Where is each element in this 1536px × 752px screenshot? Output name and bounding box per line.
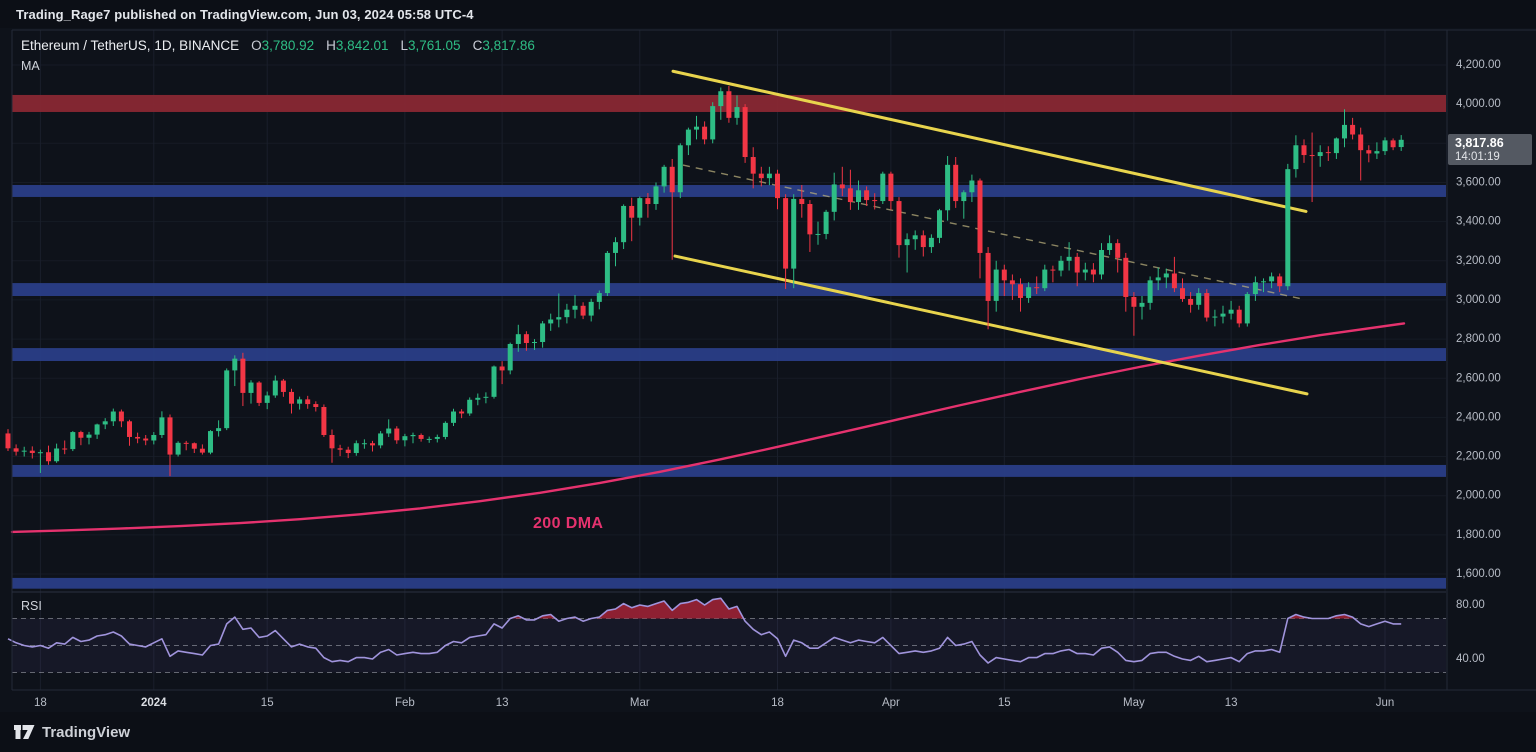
- svg-text:80.00: 80.00: [1456, 599, 1485, 611]
- svg-text:13: 13: [1225, 697, 1238, 709]
- rsi-pane: [7, 597, 1446, 673]
- price-chart-canvas[interactable]: 1,600.00 1,800.00 2,000.00 2,200.00 2,400.00…: [0, 28, 1536, 712]
- ma-indicator-label[interactable]: MA: [21, 59, 40, 73]
- svg-text:Apr: Apr: [882, 697, 900, 709]
- svg-text:3,200.00: 3,200.00: [1456, 255, 1501, 267]
- rsi-line: [7, 597, 1402, 664]
- attribution-text: Trading_Rage7 published on TradingView.c…: [16, 6, 474, 22]
- current-price-value: 3,817.86: [1455, 136, 1504, 150]
- svg-text:4,200.00: 4,200.00: [1456, 59, 1501, 71]
- symbol-legend[interactable]: Ethereum / TetherUS, 1D, BINANCE O3,780.…: [21, 38, 535, 53]
- svg-text:2024: 2024: [141, 697, 167, 709]
- footer-brand-text[interactable]: TradingView: [42, 723, 131, 741]
- svg-text:18: 18: [771, 697, 784, 709]
- svg-text:2,200.00: 2,200.00: [1456, 451, 1501, 463]
- tradingview-logo-icon[interactable]: [14, 723, 35, 741]
- price-axis[interactable]: 1,600.00 1,800.00 2,000.00 2,200.00 2,400.00…: [1456, 59, 1501, 665]
- support-zone: [12, 464, 1446, 477]
- svg-text:2,800.00: 2,800.00: [1456, 333, 1501, 345]
- support-zone: [12, 348, 1446, 362]
- rsi-overbought-fill: [591, 598, 744, 619]
- current-price-tag: 3,817.86 14:01:19: [1448, 134, 1532, 165]
- svg-text:May: May: [1123, 697, 1145, 709]
- candlesticks: [5, 85, 1404, 477]
- rsi-indicator-label[interactable]: RSI: [21, 599, 42, 613]
- svg-text:2,000.00: 2,000.00: [1456, 490, 1501, 502]
- symbol-title[interactable]: Ethereum / TetherUS, 1D, BINANCE: [21, 38, 240, 53]
- svg-text:1,600.00: 1,600.00: [1456, 568, 1501, 580]
- svg-text:2,400.00: 2,400.00: [1456, 411, 1501, 423]
- svg-text:3,000.00: 3,000.00: [1456, 294, 1501, 306]
- svg-text:4,000.00: 4,000.00: [1456, 98, 1501, 110]
- svg-text:Mar: Mar: [630, 697, 650, 709]
- svg-text:13: 13: [496, 697, 509, 709]
- trendlines: [671, 69, 1309, 396]
- ohlc-open: O3,780.92: [251, 38, 315, 53]
- svg-text:Feb: Feb: [395, 697, 415, 709]
- ohlc-close: C3,817.86: [472, 38, 535, 53]
- dma-annotation-label: 200 DMA: [533, 515, 604, 532]
- svg-text:40.00: 40.00: [1456, 653, 1485, 665]
- svg-text:18: 18: [34, 697, 47, 709]
- support-zone: [12, 283, 1446, 297]
- svg-text:3,400.00: 3,400.00: [1456, 216, 1501, 228]
- pane-frames: [11, 29, 1536, 691]
- ohlc-high: H3,842.01: [326, 38, 389, 53]
- svg-text:2,600.00: 2,600.00: [1456, 372, 1501, 384]
- svg-text:1,800.00: 1,800.00: [1456, 529, 1501, 541]
- time-axis[interactable]: 18 2024 15 Feb 13 Mar 18 Apr 15 May 13 Jun: [34, 697, 1394, 709]
- chart-widget[interactable]: 1,600.00 1,800.00 2,000.00 2,200.00 2,400.00…: [0, 28, 1536, 712]
- svg-text:15: 15: [261, 697, 274, 709]
- svg-text:15: 15: [998, 697, 1011, 709]
- support-zone: [12, 577, 1446, 589]
- svg-text:Jun: Jun: [1376, 697, 1395, 709]
- support-zone: [12, 185, 1446, 197]
- bar-countdown-timer: 14:01:19: [1455, 151, 1500, 163]
- svg-text:3,600.00: 3,600.00: [1456, 176, 1501, 188]
- attribution-bar: Trading_Rage7 published on TradingView.c…: [0, 0, 1536, 28]
- footer-bar: TradingView: [0, 712, 1536, 752]
- ma200-line: [10, 322, 1406, 534]
- ohlc-low: L3,761.05: [400, 38, 461, 53]
